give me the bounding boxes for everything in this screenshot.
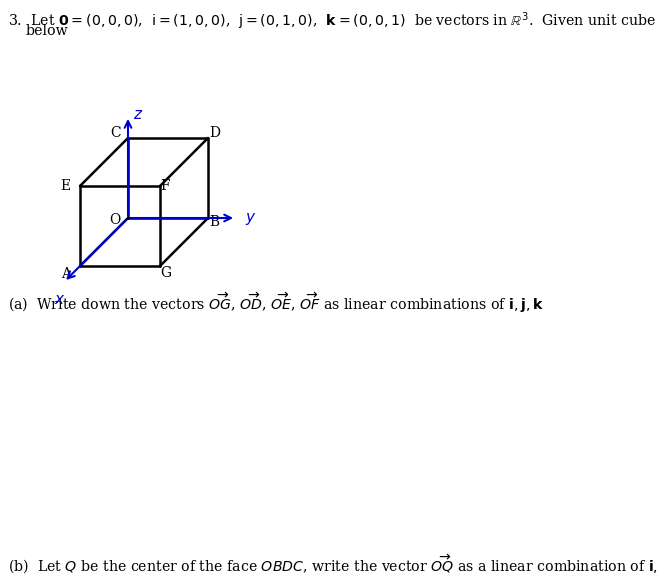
- Text: B: B: [209, 215, 219, 229]
- Text: $z$: $z$: [133, 108, 143, 122]
- Text: (a)  Write down the vectors $\overrightarrow{OG}$, $\overrightarrow{OD}$, $\over: (a) Write down the vectors $\overrightar…: [8, 290, 544, 315]
- Text: F: F: [160, 179, 170, 193]
- Text: $x$: $x$: [54, 293, 66, 307]
- Text: G: G: [161, 266, 172, 280]
- Text: E: E: [60, 179, 70, 193]
- Text: $y$: $y$: [245, 211, 257, 227]
- Text: below: below: [26, 24, 68, 38]
- Text: (b)  Let $Q$ be the center of the face $OBDC$, write the vector $\overrightarrow: (b) Let $Q$ be the center of the face $O…: [8, 552, 658, 577]
- Text: C: C: [111, 126, 121, 140]
- Text: O: O: [109, 213, 120, 227]
- Text: 3.  Let $\mathbf{0} = (0,0,0)$,  $\mathrm{i} = (1,0,0)$,  $\mathrm{j} = (0,1,0)$: 3. Let $\mathbf{0} = (0,0,0)$, $\mathrm{…: [8, 10, 658, 31]
- Text: A: A: [61, 267, 71, 281]
- Text: D: D: [209, 126, 220, 140]
